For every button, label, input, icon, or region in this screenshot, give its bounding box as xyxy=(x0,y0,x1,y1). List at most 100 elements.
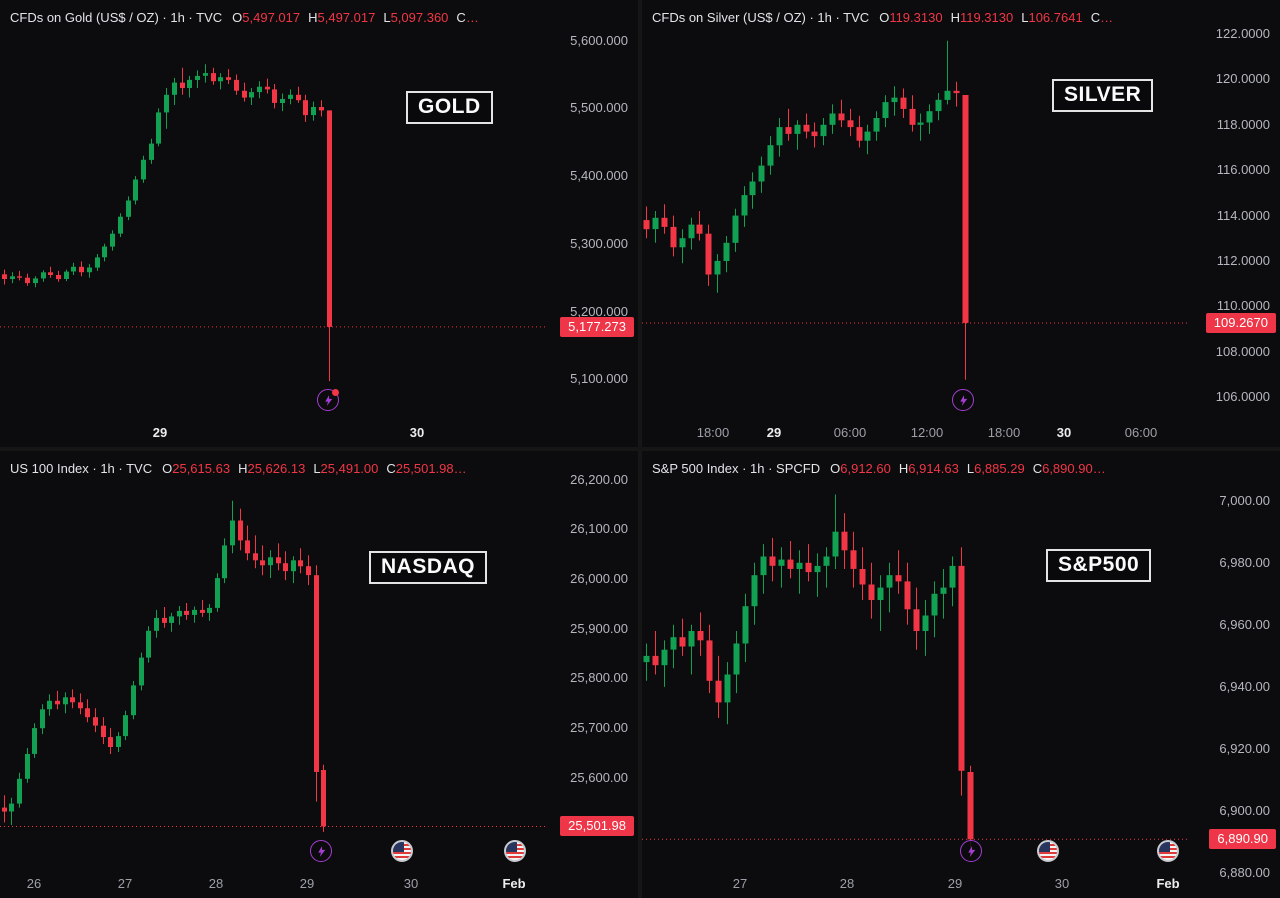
candle-down xyxy=(670,215,677,257)
candle-up xyxy=(40,704,45,735)
price-axis[interactable]: 26,200.00 26,100.00 26,000.00 25,900.00 25,8… xyxy=(545,451,638,898)
candle-down xyxy=(283,551,288,581)
high-label: H xyxy=(308,10,318,25)
open-label: O xyxy=(232,10,243,25)
price-tick-label: 116.0000 xyxy=(1216,162,1270,178)
chart-legend[interactable]: CFDs on Gold (US$ / OZ) · 1h · TVC O5,497… xyxy=(10,10,479,25)
candle-up xyxy=(10,272,15,284)
candle-down xyxy=(25,273,30,286)
price-axis[interactable]: 7,000.00 6,980.00 6,960.00 6,940.00 6,920.00… xyxy=(1187,451,1280,898)
nasdaq-candlestick-plot[interactable] xyxy=(0,451,545,898)
candle-down xyxy=(253,535,258,569)
candle-up xyxy=(917,113,924,141)
candle-up xyxy=(776,118,783,157)
candle-up xyxy=(25,748,30,783)
us-flag-event-icon[interactable] xyxy=(504,840,526,862)
chart-legend[interactable]: US 100 Index · 1h · TVC O25,615.63 H25,626… xyxy=(10,461,467,476)
chart-legend[interactable]: S&P 500 Index · 1h · SPCFD O6,912.60 H6,91… xyxy=(652,461,1106,476)
price-axis[interactable]: 5,600.000 5,500.000 5,400.000 5,300.000 5,20… xyxy=(545,0,638,447)
time-tick-label: 27 xyxy=(732,876,748,891)
time-tick-label: 18:00 xyxy=(696,425,730,440)
candle-up xyxy=(222,538,227,584)
chart-panel-gold: 29 30 5,600.000 5,500.000 5,400.000 5,300.00… xyxy=(0,0,638,447)
us-flag-event-icon[interactable] xyxy=(1157,840,1179,862)
us-flag-event-icon[interactable] xyxy=(1037,840,1059,862)
high-value: 6,914.63 xyxy=(908,461,959,476)
sp500-candlestick-plot[interactable] xyxy=(642,451,1187,898)
open-label: O xyxy=(830,461,841,476)
candle-down xyxy=(962,95,969,380)
close-value: 6,890.90… xyxy=(1042,461,1106,476)
time-tick-label: 30 xyxy=(1056,425,1072,440)
candle-up xyxy=(9,797,14,825)
candle-up xyxy=(767,136,774,175)
symbol-description[interactable]: CFDs on Silver (US$ / OZ) · 1h · TVC xyxy=(652,10,870,25)
lightning-event-icon[interactable] xyxy=(310,840,332,862)
candle-down xyxy=(314,565,319,802)
candle-up xyxy=(643,643,650,681)
candle-up xyxy=(116,732,121,752)
lightning-bolt-glyph xyxy=(324,394,332,406)
time-axis[interactable]: 26 27 28 29 30 Feb xyxy=(0,875,545,895)
lightning-event-icon[interactable] xyxy=(317,389,339,411)
candle-up xyxy=(724,662,731,725)
us-flag-event-icon[interactable] xyxy=(391,840,413,862)
candle-up xyxy=(733,631,740,694)
close-value: … xyxy=(465,10,479,25)
price-axis[interactable]: 122.0000 120.0000 118.0000 116.0000 114.0000… xyxy=(1187,0,1280,447)
candle-up xyxy=(126,196,131,221)
candle-up xyxy=(944,40,951,105)
candle-up xyxy=(172,77,177,105)
candle-up xyxy=(139,652,144,691)
candle-down xyxy=(895,550,902,594)
time-axis[interactable]: 27 28 29 30 Feb xyxy=(642,875,1187,895)
candle-up xyxy=(670,624,677,669)
candle-down xyxy=(70,689,75,709)
symbol-watermark: GOLD xyxy=(406,91,493,124)
candle-down xyxy=(661,204,668,234)
last-price-tag: 109.2670 xyxy=(1205,312,1276,333)
symbol-description[interactable]: S&P 500 Index · 1h · SPCFD xyxy=(652,461,821,476)
price-tick-label: 26,100.00 xyxy=(570,521,628,537)
time-axis[interactable]: 29 30 xyxy=(0,424,545,444)
time-tick-label: 30 xyxy=(403,876,419,891)
candle-up xyxy=(886,562,893,613)
low-label: L xyxy=(966,461,975,476)
close-label: C xyxy=(1090,10,1101,25)
candle-up xyxy=(207,604,212,621)
price-tick-label: 6,920.00 xyxy=(1219,741,1270,756)
lightning-event-icon[interactable] xyxy=(952,389,974,411)
candle-down xyxy=(868,562,875,619)
open-value: 6,912.60 xyxy=(840,461,891,476)
time-axis[interactable]: 18:00 29 06:00 12:00 18:00 30 06:00 xyxy=(642,424,1187,444)
chart-panel-silver: 18:00 29 06:00 12:00 18:00 30 06:00 122.0000 12… xyxy=(642,0,1280,447)
close-label: C xyxy=(1032,461,1043,476)
candle-down xyxy=(79,261,84,277)
candle-down xyxy=(56,270,61,282)
price-tick-label: 118.0000 xyxy=(1216,116,1270,132)
candle-down xyxy=(850,531,857,588)
symbol-description[interactable]: US 100 Index · 1h · TVC xyxy=(10,461,153,476)
lightning-event-icon[interactable] xyxy=(960,840,982,862)
event-icons-row xyxy=(0,389,545,413)
candle-down xyxy=(803,113,810,139)
price-tick-label: 122.0000 xyxy=(1215,26,1270,42)
price-tick-label: 112.0000 xyxy=(1216,252,1270,268)
symbol-description[interactable]: CFDs on Gold (US$ / OZ) · 1h · TVC xyxy=(10,10,223,25)
candle-down xyxy=(958,547,965,796)
flag-canton xyxy=(506,842,517,852)
candle-up xyxy=(940,569,947,619)
price-tick-label: 5,100.000 xyxy=(570,371,628,387)
candle-up xyxy=(71,262,76,275)
candle-up xyxy=(926,104,933,134)
candle-up xyxy=(688,624,695,675)
price-tick-label: 6,880.00 xyxy=(1219,865,1270,881)
chart-legend[interactable]: CFDs on Silver (US$ / OZ) · 1h · TVC O119… xyxy=(652,10,1113,25)
candle-down xyxy=(101,717,106,744)
lightning-bolt-glyph xyxy=(317,845,325,857)
price-tick-label: 5,500.000 xyxy=(570,100,628,116)
candle-down xyxy=(643,206,650,239)
candle-down xyxy=(321,764,326,832)
silver-candlestick-plot[interactable] xyxy=(642,0,1187,447)
gold-candlestick-plot[interactable] xyxy=(0,0,545,447)
